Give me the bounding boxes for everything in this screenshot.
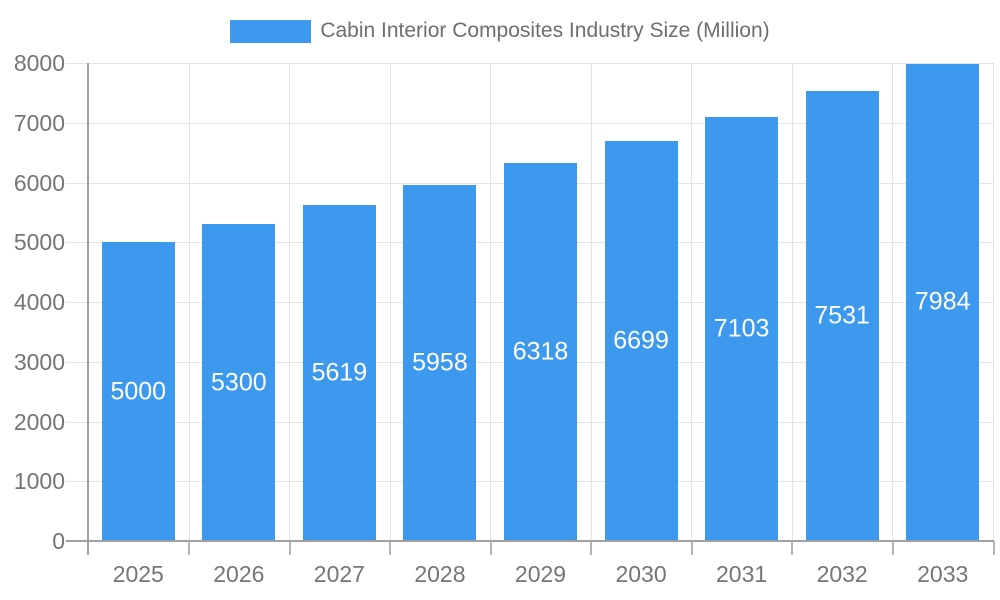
y-axis-label: 4000 [13,289,65,315]
x-axis-tick [489,541,492,555]
x-axis-tick [389,541,392,555]
y-axis-line [87,63,89,555]
x-axis-tick [992,541,995,555]
gridline-h [66,63,994,64]
gridline-v [892,63,894,541]
y-axis-label: 1000 [13,468,65,495]
gridline-v [490,63,492,541]
y-axis-label: 7000 [13,109,65,136]
gridline-h [66,122,994,124]
bar-value-label: 5619 [311,358,368,387]
x-axis-label: 2029 [514,561,567,587]
x-axis-label: 2028 [414,561,466,587]
gridline-v [993,63,994,541]
x-axis-tick [891,541,894,555]
x-axis-label: 2027 [313,561,365,587]
bar-2027[interactable]: 5619 [302,205,376,541]
bar-2028[interactable]: 5958 [403,185,477,541]
x-axis-tick [690,541,693,555]
x-axis-label: 2033 [917,561,969,587]
x-axis-line [66,540,994,542]
x-axis-tick [791,541,794,555]
gridline-v [590,63,592,541]
y-axis-label: 8000 [13,50,65,76]
x-axis-label: 2031 [716,561,768,587]
bar-value-label: 5300 [211,368,267,397]
bar-2031[interactable]: 7103 [705,116,779,541]
x-axis-label: 2025 [112,561,164,587]
bar-value-label: 5000 [110,377,167,406]
bar-2026[interactable]: 5300 [202,224,276,541]
y-axis-label: 0 [52,528,65,554]
gridline-v [289,63,291,541]
gridline-v [188,63,190,541]
bar-2029[interactable]: 6318 [504,163,577,541]
bar-value-label: 5958 [412,348,468,377]
x-axis-tick [288,541,291,555]
y-axis-label: 2000 [13,408,65,435]
bar-2030[interactable]: 6699 [604,140,678,541]
x-axis-tick [590,541,593,555]
legend-swatch[interactable] [230,19,312,43]
bar-value-label: 7103 [713,314,770,343]
bar-value-label: 7984 [914,287,971,316]
gridline-v [389,63,391,541]
gridline-v [691,63,693,541]
chart-title: Cabin Interior Composites Industry Size … [320,19,770,42]
bar-2033[interactable]: 7984 [906,63,980,541]
y-axis-label: 3000 [13,348,65,375]
x-axis-tick [188,541,191,555]
bar-value-label: 7531 [814,301,870,330]
y-axis-label: 5000 [13,229,65,256]
bar-2025[interactable]: 5000 [101,242,175,541]
x-axis-label: 2026 [213,561,265,587]
bar-value-label: 6699 [613,326,669,355]
bar-2032[interactable]: 7531 [805,91,879,541]
gridline-v [791,63,793,541]
bar-value-label: 6318 [512,337,569,366]
x-axis-label: 2032 [816,561,868,587]
chart-legend: Cabin Interior Composites Industry Size … [0,19,1000,43]
y-axis-label: 6000 [13,169,65,196]
x-axis-label: 2030 [615,561,667,587]
